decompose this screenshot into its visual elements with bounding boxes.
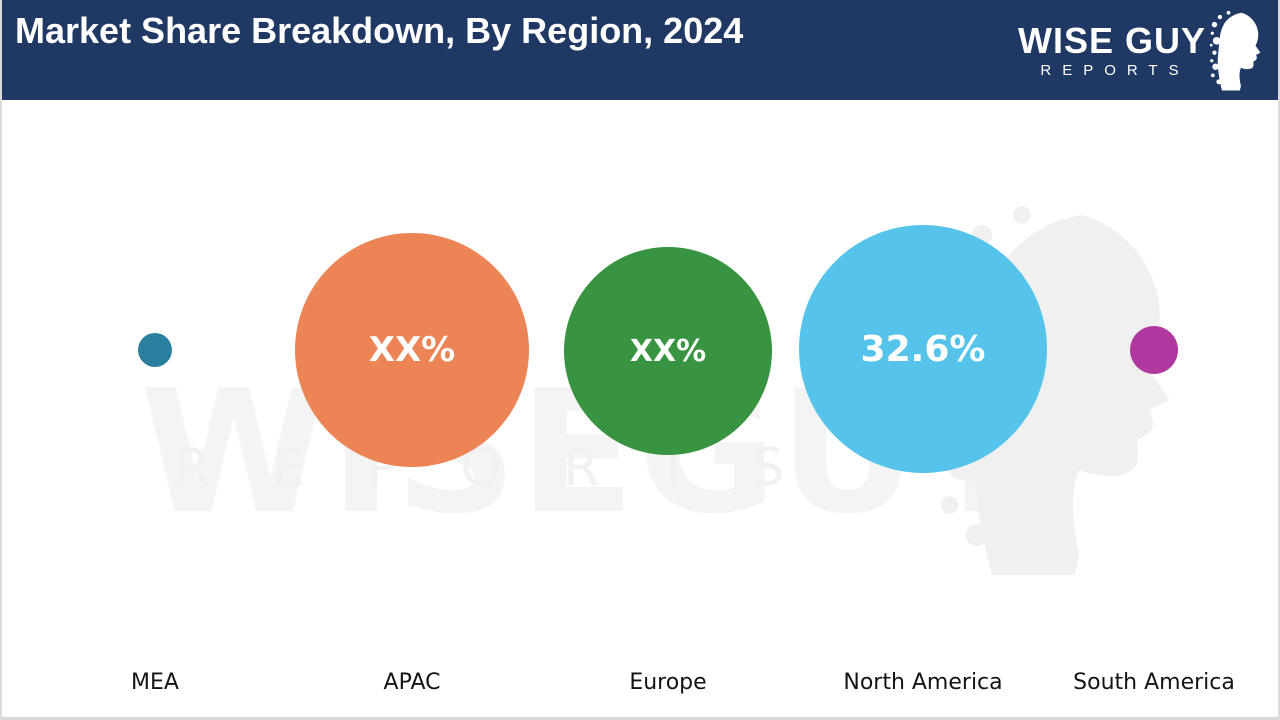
- bubble-value-label: 32.6%: [860, 328, 986, 370]
- bubble-apac: XX%: [295, 233, 529, 467]
- region-label-north-america: North America: [843, 670, 1003, 695]
- logo-face-icon: [1209, 10, 1261, 91]
- logo-subtitle: REPORTS: [1040, 61, 1190, 79]
- bubble-value-label: XX%: [368, 330, 456, 370]
- bubble-value-label: XX%: [629, 333, 707, 369]
- watermark-subtitle: REPORTS: [174, 438, 847, 498]
- region-label-apac: APAC: [383, 670, 441, 695]
- logo-text: WISE GUY REPORTS: [1017, 19, 1206, 79]
- bubble-europe: XX%: [564, 247, 772, 455]
- chart-area: WISEGUY REPORTS MEA XX% APAC XX% Europe 32.6%…: [2, 100, 1278, 717]
- header-bar: Market Share Breakdown, By Region, 2024 …: [2, 0, 1278, 100]
- wise-guy-logo: WISE GUY REPORTS: [1018, 8, 1262, 92]
- bubble-north-america: 32.6%: [799, 225, 1047, 473]
- page-title: Market Share Breakdown, By Region, 2024: [15, 10, 744, 51]
- region-label-mea: MEA: [131, 670, 179, 695]
- bubble-mea: [138, 333, 172, 367]
- region-label-europe: Europe: [629, 670, 707, 695]
- logo-wordmark: WISE GUY: [1017, 19, 1206, 61]
- region-label-south-america: South America: [1073, 670, 1235, 695]
- bubble-south-america: [1130, 326, 1178, 374]
